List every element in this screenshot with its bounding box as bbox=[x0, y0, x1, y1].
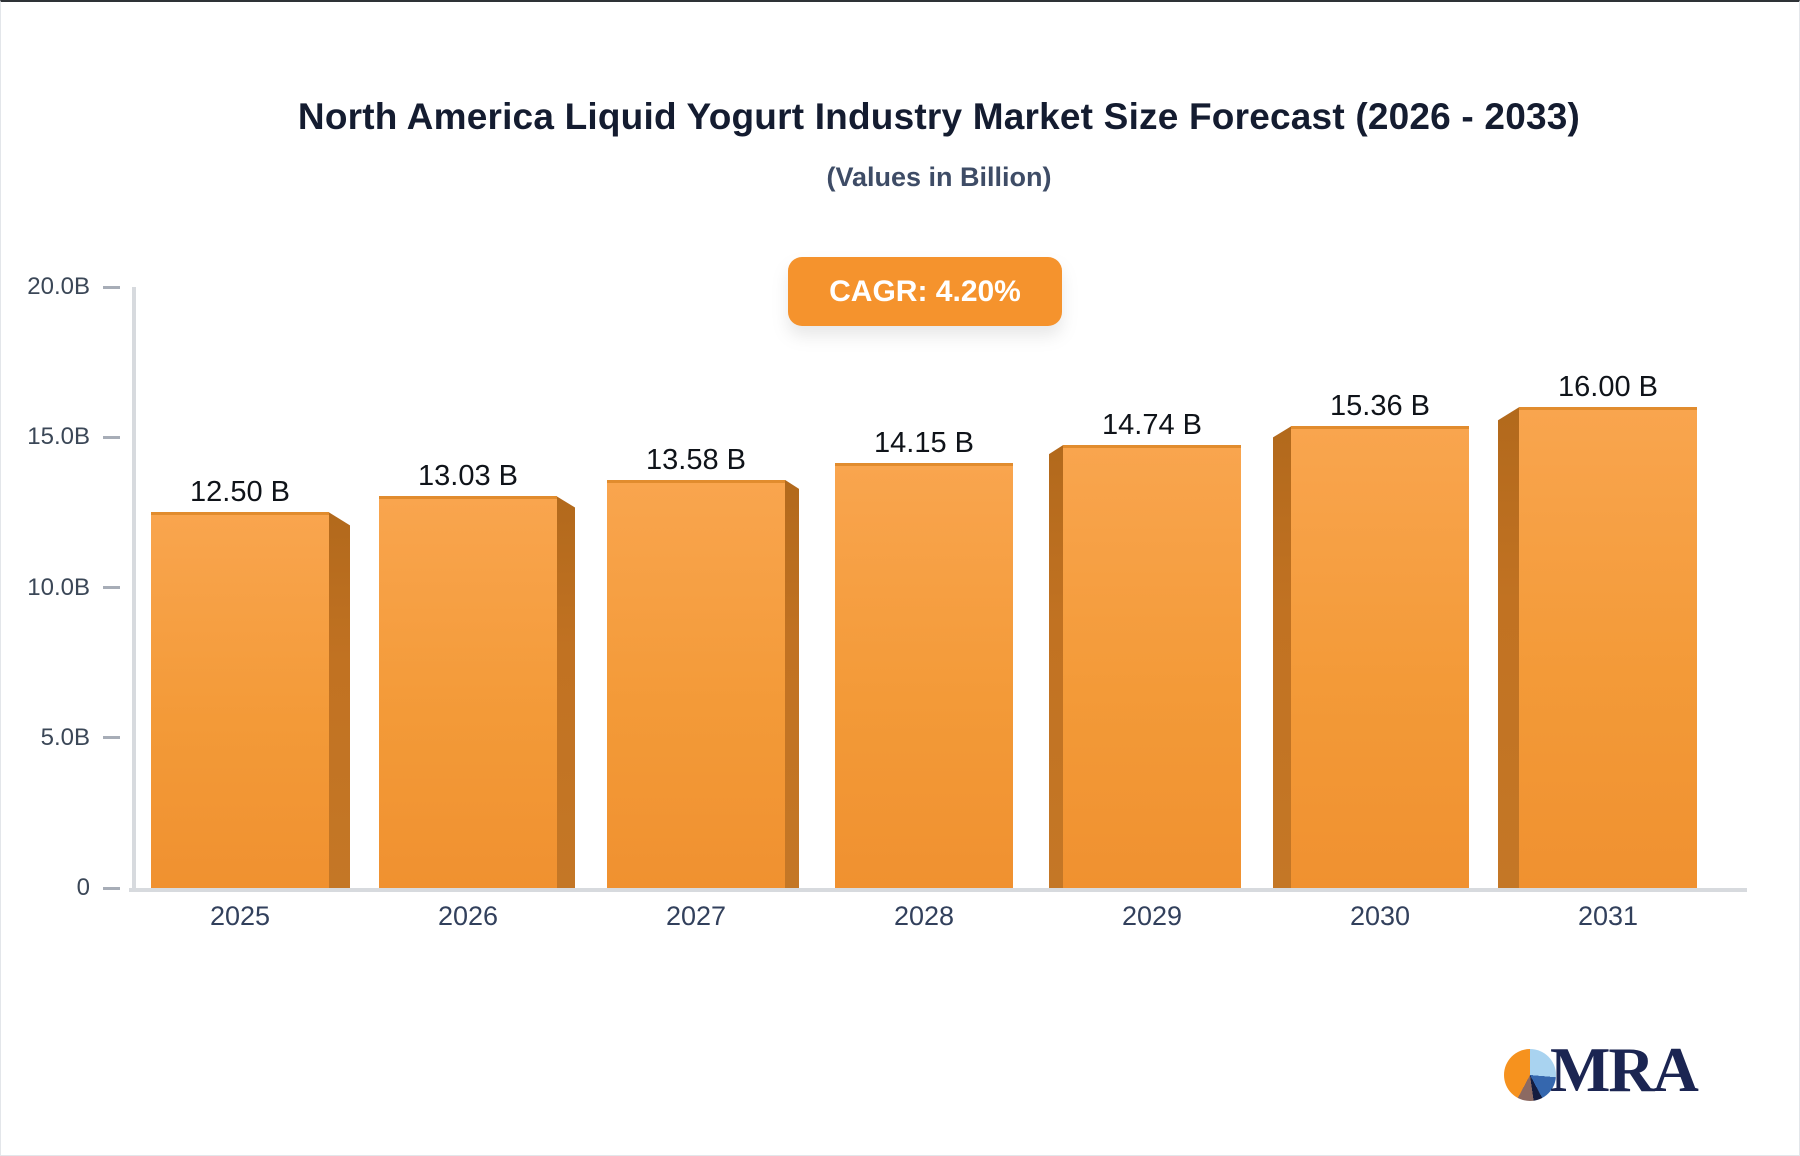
bar-face bbox=[1291, 426, 1469, 888]
y-axis-tick-label: 15.0B bbox=[27, 423, 90, 451]
bar-face bbox=[607, 479, 785, 888]
y-axis-tick-label: 0 bbox=[76, 874, 90, 901]
y-axis-tick-label: 20.0B bbox=[27, 273, 90, 300]
logo-text: MRA bbox=[1550, 1034, 1699, 1105]
bar-3d-side bbox=[1273, 426, 1291, 888]
bar-value-label: 14.74 B bbox=[1102, 409, 1202, 442]
bar-face bbox=[835, 462, 1013, 888]
cagr-badge-label: CAGR: 4.20% bbox=[829, 274, 1021, 308]
x-axis-label: 2031 bbox=[1577, 901, 1639, 931]
y-axis-tick-mark bbox=[103, 886, 120, 890]
chart-title: North America Liquid Yogurt Industry Mar… bbox=[297, 96, 1581, 137]
x-axis-label: 2030 bbox=[1349, 901, 1411, 931]
bar-2028 bbox=[835, 462, 1013, 888]
y-axis-tick-label: 10.0B bbox=[27, 573, 90, 601]
x-axis-label: 2025 bbox=[209, 901, 271, 931]
bar-2029 bbox=[1049, 445, 1241, 888]
bar-3d-side bbox=[557, 496, 575, 888]
x-axis-label: 2026 bbox=[437, 901, 499, 931]
bar-3d-side bbox=[329, 512, 350, 888]
x-axis-line bbox=[129, 888, 1747, 892]
x-axis-label: 2029 bbox=[1121, 901, 1183, 931]
y-axis-tick-label: 5.0B bbox=[40, 723, 90, 751]
pie-chart-icon bbox=[1504, 1049, 1556, 1101]
x-axis-label: 2028 bbox=[893, 901, 955, 931]
x-axis-label: 2027 bbox=[665, 901, 727, 931]
bar-value-label: 14.15 B bbox=[874, 426, 974, 459]
bar-2025 bbox=[151, 512, 350, 888]
bar-2031 bbox=[1498, 407, 1697, 888]
y-axis-tick-mark bbox=[103, 285, 120, 289]
y-axis-tick-mark bbox=[103, 586, 120, 589]
bar-3d-side bbox=[1498, 407, 1519, 888]
mra-logo: MRA bbox=[1504, 1034, 1699, 1105]
cagr-badge: CAGR: 4.20% bbox=[788, 257, 1062, 326]
bar-3d-side bbox=[1049, 445, 1063, 888]
bar-2026 bbox=[379, 496, 575, 888]
bar-value-label: 16.00 B bbox=[1558, 371, 1658, 404]
bar-face bbox=[379, 496, 557, 888]
chart-subtitle: (Values in Billion) bbox=[826, 162, 1052, 192]
bar-2030 bbox=[1273, 426, 1469, 888]
bar-value-label: 15.36 B bbox=[1330, 390, 1430, 423]
bar-3d-side bbox=[785, 479, 799, 888]
y-axis-tick-mark bbox=[103, 435, 120, 439]
bar-2027 bbox=[607, 479, 799, 888]
bar-face bbox=[151, 512, 329, 888]
y-axis-line bbox=[132, 287, 136, 888]
bar-value-label: 12.50 B bbox=[190, 476, 290, 509]
bar-face bbox=[1519, 407, 1697, 888]
bar-value-label: 13.58 B bbox=[646, 443, 746, 476]
bar-face bbox=[1063, 445, 1241, 888]
bar-value-label: 13.03 B bbox=[418, 460, 518, 493]
y-axis-tick-mark bbox=[103, 736, 120, 740]
